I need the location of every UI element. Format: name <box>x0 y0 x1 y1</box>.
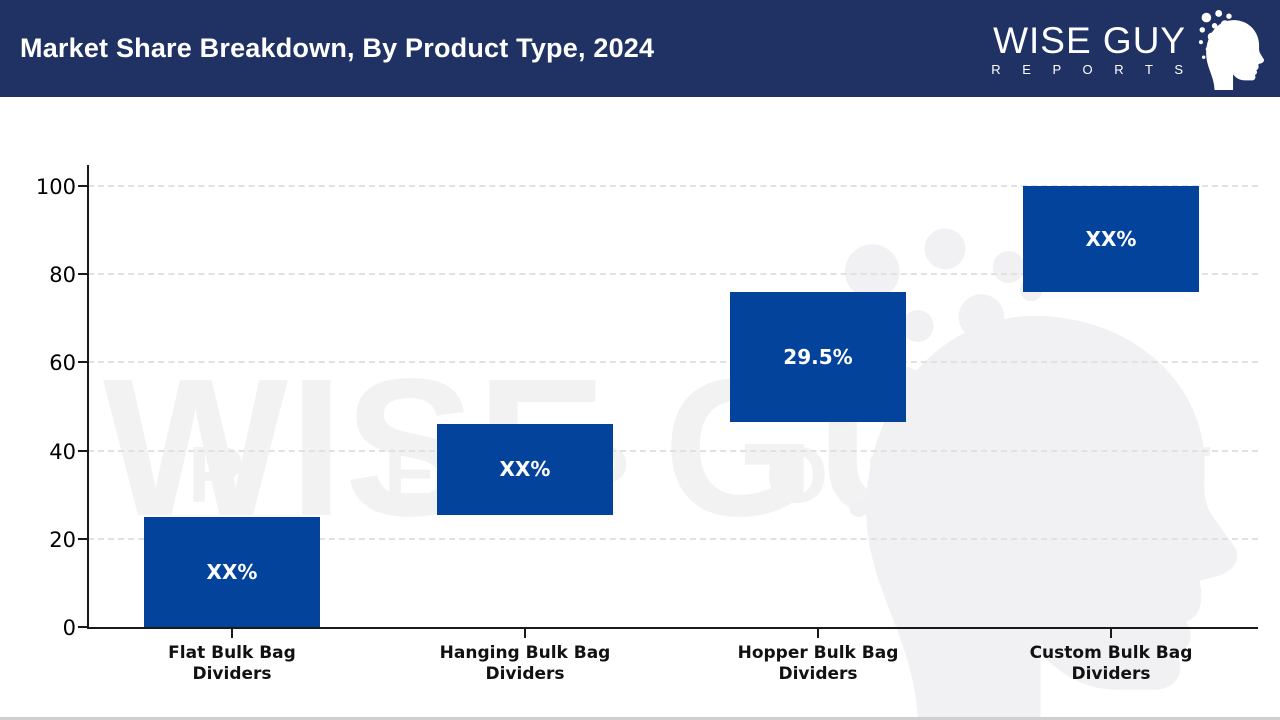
x-tick-3 <box>817 629 819 638</box>
x-tick-4 <box>1110 629 1112 638</box>
y-tick-label-20: 20 <box>49 527 76 552</box>
y-tick-20 <box>78 537 87 540</box>
brand-logo: WISE GUY R E P O R T S <box>987 8 1266 90</box>
bar-value-label: XX% <box>499 457 551 482</box>
header: Market Share Breakdown, By Product Type,… <box>0 0 1280 97</box>
chart-area: WISE GUY R E P O R T S XX%XX%29.5%XX%020… <box>0 97 1280 717</box>
category-label-2: Hanging Bulk Bag Dividers <box>439 643 611 684</box>
y-tick-60 <box>78 361 87 364</box>
logo-face-icon <box>1198 9 1264 90</box>
gridline-40 <box>88 449 1258 452</box>
x-axis-line <box>87 627 1258 629</box>
x-tick-2 <box>524 629 526 638</box>
x-tick-1 <box>231 629 233 638</box>
bar-value-label: 29.5% <box>783 344 853 369</box>
y-tick-label-60: 60 <box>49 351 76 376</box>
logo-wordmark: WISE GUY <box>993 19 1187 61</box>
y-tick-label-80: 80 <box>49 263 76 288</box>
page-title: Market Share Breakdown, By Product Type,… <box>20 33 655 63</box>
logo-text: WISE GUY R E P O R T S <box>987 22 1192 76</box>
y-tick-80 <box>78 273 87 276</box>
y-axis-line <box>87 165 89 629</box>
y-tick-100 <box>78 185 87 187</box>
y-tick-label-0: 0 <box>62 616 76 640</box>
gridline-80 <box>88 273 1258 276</box>
category-label-1: Flat Bulk Bag Dividers <box>168 643 296 684</box>
y-tick-40 <box>78 449 87 452</box>
gridline-100 <box>88 185 1258 187</box>
gridline-60 <box>88 361 1258 364</box>
waterfall-chart: XX% XX% 29.5% XX% 0 20 40 60 80 100 Flat Bulk Bag … <box>0 97 1280 717</box>
bar-1: XX% <box>144 516 320 627</box>
bar-value-label: XX% <box>1085 226 1137 251</box>
bar-2: XX% <box>437 424 613 515</box>
bar-4: XX% <box>1023 186 1199 292</box>
gridline-20 <box>88 537 1258 540</box>
y-tick-label-40: 40 <box>49 439 76 464</box>
bar-value-label: XX% <box>206 559 258 584</box>
y-tick-0 <box>78 626 87 628</box>
category-label-3: Hopper Bulk Bag Dividers <box>737 643 899 684</box>
bar-3: 29.5% <box>730 291 906 422</box>
logo-subtext: R E P O R T S <box>991 61 1192 77</box>
y-tick-label-100: 100 <box>35 175 76 199</box>
category-label-4: Custom Bulk Bag Dividers <box>1029 643 1193 684</box>
